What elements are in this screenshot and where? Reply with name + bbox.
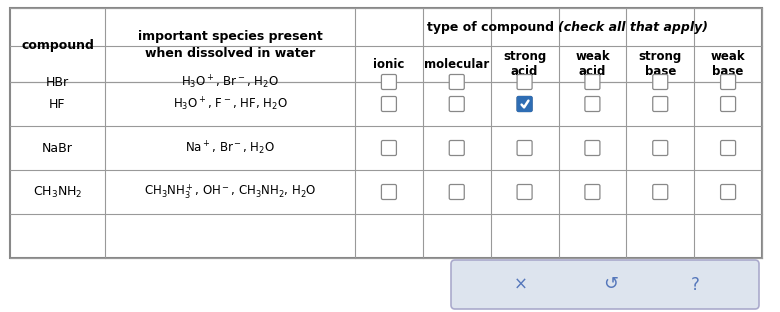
FancyBboxPatch shape <box>381 75 396 90</box>
FancyBboxPatch shape <box>653 96 668 111</box>
FancyBboxPatch shape <box>449 96 464 111</box>
FancyBboxPatch shape <box>381 184 396 199</box>
FancyBboxPatch shape <box>721 75 736 90</box>
FancyBboxPatch shape <box>451 260 759 309</box>
Text: ×: × <box>514 275 528 294</box>
FancyBboxPatch shape <box>585 184 600 199</box>
FancyBboxPatch shape <box>653 184 668 199</box>
Text: ?: ? <box>690 275 700 294</box>
FancyBboxPatch shape <box>721 140 736 155</box>
FancyBboxPatch shape <box>517 140 532 155</box>
FancyBboxPatch shape <box>517 96 532 111</box>
Text: molecular: molecular <box>424 57 489 71</box>
Text: H$_3$O$^+$, F$^-$, HF, H$_2$O: H$_3$O$^+$, F$^-$, HF, H$_2$O <box>172 95 287 113</box>
FancyBboxPatch shape <box>653 140 668 155</box>
Text: HF: HF <box>49 97 66 110</box>
Text: compound: compound <box>21 38 94 51</box>
Text: ionic: ionic <box>373 57 405 71</box>
FancyBboxPatch shape <box>585 140 600 155</box>
FancyBboxPatch shape <box>653 75 668 90</box>
Text: CH$_3$NH$_2$: CH$_3$NH$_2$ <box>33 184 82 200</box>
FancyBboxPatch shape <box>585 75 600 90</box>
Text: H$_3$O$^+$, Br$^-$, H$_2$O: H$_3$O$^+$, Br$^-$, H$_2$O <box>181 73 279 91</box>
Text: strong
acid: strong acid <box>503 50 546 78</box>
Bar <box>10 8 762 258</box>
Text: ↺: ↺ <box>604 275 619 294</box>
FancyBboxPatch shape <box>381 140 396 155</box>
FancyBboxPatch shape <box>449 140 464 155</box>
Text: HBr: HBr <box>46 76 69 89</box>
FancyBboxPatch shape <box>517 75 532 90</box>
Text: (check all that apply): (check all that apply) <box>558 21 708 33</box>
Text: CH$_3$NH$_3^+$, OH$^-$, CH$_3$NH$_2$, H$_2$O: CH$_3$NH$_3^+$, OH$^-$, CH$_3$NH$_2$, H$… <box>144 183 316 202</box>
Text: type of compound: type of compound <box>427 21 558 33</box>
Text: weak
acid: weak acid <box>575 50 610 78</box>
Text: strong
base: strong base <box>639 50 682 78</box>
FancyBboxPatch shape <box>721 96 736 111</box>
Text: Na$^+$, Br$^-$, H$_2$O: Na$^+$, Br$^-$, H$_2$O <box>185 139 275 157</box>
FancyBboxPatch shape <box>585 96 600 111</box>
Text: important species present
when dissolved in water: important species present when dissolved… <box>137 30 322 60</box>
FancyBboxPatch shape <box>517 184 532 199</box>
FancyBboxPatch shape <box>449 184 464 199</box>
FancyBboxPatch shape <box>381 96 396 111</box>
FancyBboxPatch shape <box>449 75 464 90</box>
FancyBboxPatch shape <box>721 184 736 199</box>
Text: weak
base: weak base <box>711 50 746 78</box>
Text: NaBr: NaBr <box>42 142 73 154</box>
FancyBboxPatch shape <box>517 96 532 111</box>
